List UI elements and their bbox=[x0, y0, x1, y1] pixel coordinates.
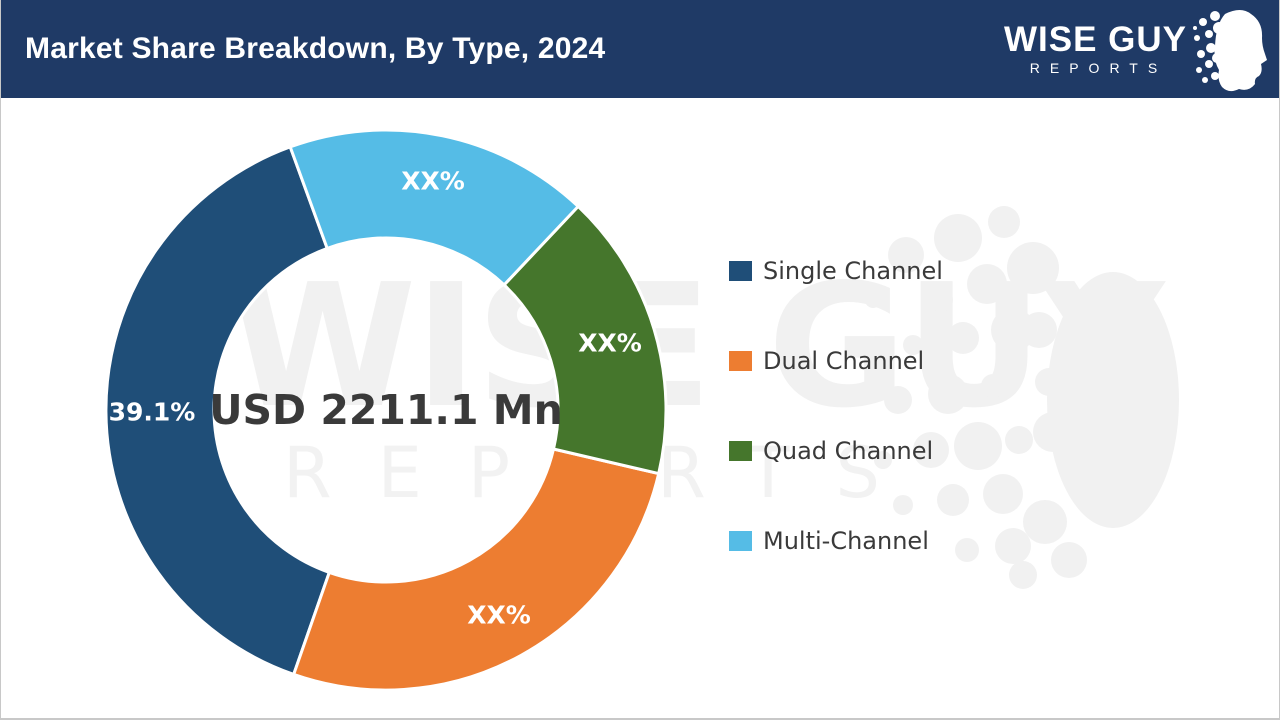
header-bar: Market Share Breakdown, By Type, 2024 WI… bbox=[1, 0, 1279, 98]
legend-label: Single Channel bbox=[763, 257, 943, 285]
slice-percent-label: 39.1% bbox=[109, 398, 196, 427]
slice-percent-label: XX% bbox=[578, 329, 642, 358]
legend-label: Multi-Channel bbox=[763, 527, 929, 555]
legend-item-single-channel: Single Channel bbox=[729, 257, 943, 285]
legend-swatch-icon bbox=[729, 351, 752, 371]
logo-text: WISE GUY REPORTS bbox=[1004, 22, 1187, 76]
logo-face-icon bbox=[1193, 10, 1267, 92]
legend-item-multi-channel: Multi-Channel bbox=[729, 527, 943, 555]
donut-segment-multi-channel bbox=[288, 128, 580, 287]
logo-wordmark: WISE GUY bbox=[1003, 20, 1187, 59]
logo-subtitle: REPORTS bbox=[1029, 60, 1168, 76]
slice-percent-label: XX% bbox=[467, 601, 531, 630]
legend-label: Dual Channel bbox=[763, 347, 925, 375]
legend-swatch-icon bbox=[729, 531, 752, 551]
legend-swatch-icon bbox=[729, 261, 752, 281]
slice-percent-label: XX% bbox=[401, 167, 465, 196]
page-title: Market Share Breakdown, By Type, 2024 bbox=[25, 32, 606, 65]
legend-item-dual-channel: Dual Channel bbox=[729, 347, 943, 375]
donut-segment-single-channel bbox=[104, 145, 331, 676]
legend-item-quad-channel: Quad Channel bbox=[729, 437, 943, 465]
wise-guy-logo: WISE GUY REPORTS bbox=[1004, 6, 1267, 92]
donut-segment-dual-channel bbox=[292, 447, 661, 692]
legend-label: Quad Channel bbox=[763, 437, 934, 465]
legend-swatch-icon bbox=[729, 441, 752, 461]
chart-legend: Single Channel Dual Channel Quad Channel Mu… bbox=[729, 257, 943, 617]
donut-center-value: USD 2211.1 Mn bbox=[209, 386, 563, 434]
